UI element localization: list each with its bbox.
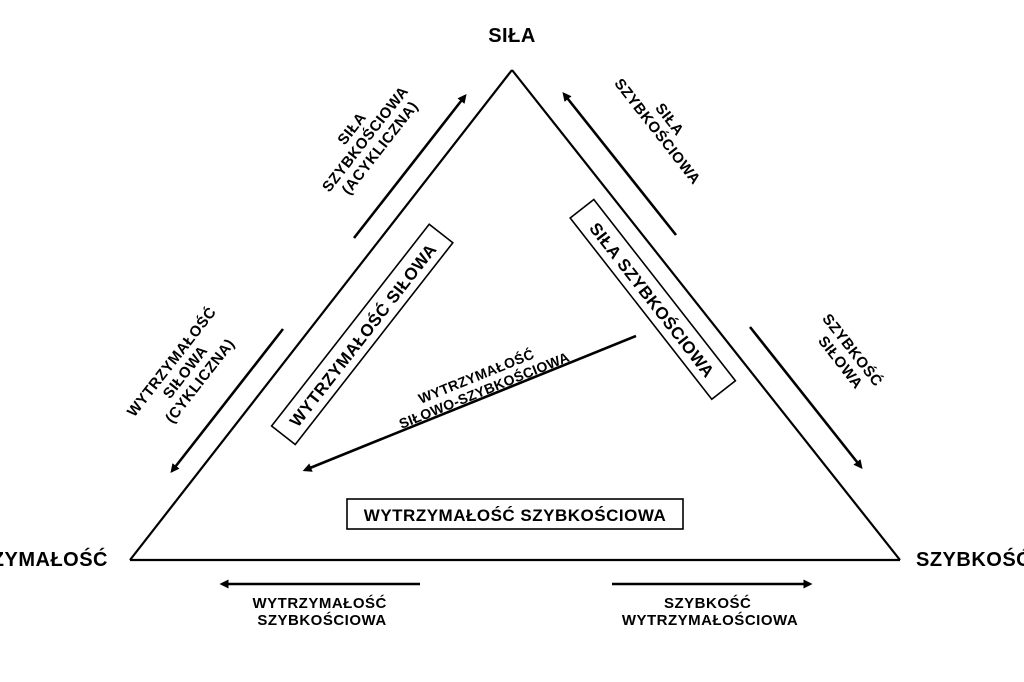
svg-text:SIŁA SZYBKOŚCIOWA: SIŁA SZYBKOŚCIOWA (ACYKLICZNA) [306,69,428,206]
svg-text:WYTRZYMAŁOŚĆ SIŁOWA: WYTRZYMAŁOŚĆ SIŁOWA [286,240,441,430]
box-right: SIŁA SZYBKOŚCIOWA [570,200,735,400]
vertex-right-label: SZYBKOŚĆ [916,547,1024,571]
svg-text:SIŁA SZYBKOŚCIOWA: SIŁA SZYBKOŚCIOWA [611,65,717,188]
vertex-top-label: SIŁA [488,25,536,47]
box-bottom: WYTRZYMAŁOŚĆ SZYBKOŚCIOWA [347,499,683,529]
triangle-side-right [512,70,900,560]
svg-text:WYTRZYMAŁOŚĆ SZYBKOŚCIOWA: WYTRZYMAŁOŚĆ SZYBKOŚCIOWA [364,506,666,525]
label-bottom-left: WYTRZYMAŁOŚĆ SZYBKOŚCIOWA [253,594,392,629]
svg-text:WYTRZYMAŁOŚĆ SIŁOWA: WYTRZYMAŁOŚĆ SIŁOWA (CYKLICZNA) [123,300,250,442]
svg-text:WYTRZYMAŁOŚĆ SIŁOWO-SZYB: WYTRZYMAŁOŚĆ SIŁOWO-SZYBKOŚCIOWA [390,333,571,432]
label-left-upper: SIŁA SZYBKOŚCIOWA (ACYKLICZNA) [306,69,428,206]
inner-arrow-label: WYTRZYMAŁOŚĆ SIŁOWO-SZYBKOŚCIOWA [390,333,571,432]
triangle-side-left [130,70,512,560]
label-bottom-right: SZYBKOŚĆ WYTRZYMAŁOŚCIOWA [622,594,798,629]
label-right-upper: SIŁA SZYBKOŚCIOWA [611,65,717,188]
svg-text:WYTRZYMAŁOŚĆ SZYBKOŚCIOW: WYTRZYMAŁOŚĆ SZYBKOŚCIOWA [253,594,392,629]
motor-abilities-triangle-diagram: SIŁA WYTRZYMAŁOŚĆ SZYBKOŚĆ SIŁA SZYBKOŚC… [0,0,1024,682]
label-right-lower: SZYBKOŚĆ SIŁOWA [805,310,889,404]
label-left-lower: WYTRZYMAŁOŚĆ SIŁOWA (CYKLICZNA) [123,300,250,442]
svg-text:SZYBKOŚĆ SIŁOWA: SZYBKOŚĆ SIŁOWA [805,310,889,404]
vertex-left-label: WYTRZYMAŁOŚĆ [0,547,108,571]
svg-text:SIŁA SZYBKOŚCIOWA: SIŁA SZYBKOŚCIOWA [585,219,718,381]
svg-text:SZYBKOŚĆ WYTRZYMAŁOŚCIOW: SZYBKOŚĆ WYTRZYMAŁOŚCIOWA [622,594,798,629]
